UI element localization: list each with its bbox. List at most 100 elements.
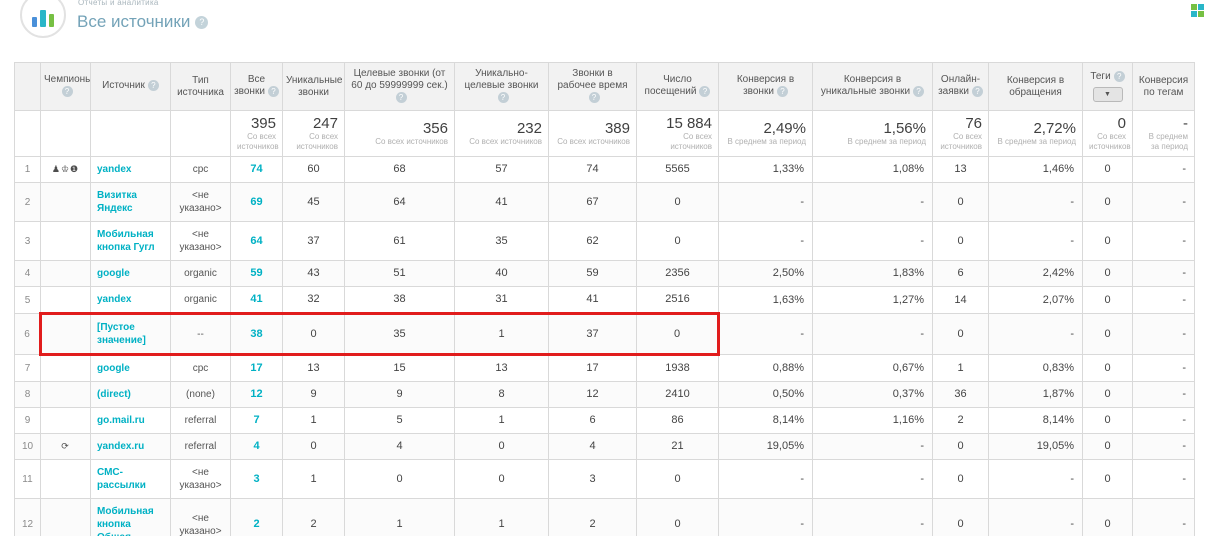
value-cell: 0 — [932, 459, 989, 499]
app-logo[interactable] — [20, 0, 66, 38]
all-calls-cell[interactable]: 38 — [230, 312, 283, 356]
source-link[interactable]: Визитка Яндекс — [97, 190, 137, 214]
value-cell: 4 — [548, 433, 637, 460]
column-header-tags[interactable]: Теги? ▼ — [1082, 62, 1133, 111]
help-icon[interactable]: ? — [699, 86, 711, 98]
source-link[interactable]: go.mail.ru — [97, 415, 145, 426]
source-type-cell: -- — [170, 312, 231, 356]
value-cell: 9 — [282, 381, 345, 408]
repeat-icon[interactable]: ⟳ — [61, 441, 70, 451]
value-cell: 15 — [344, 354, 455, 382]
column-header-source[interactable]: Источник? — [90, 62, 171, 111]
source-link[interactable]: Мобильная кнопка Гугл — [97, 229, 155, 253]
all-calls-cell[interactable]: 69 — [230, 182, 283, 222]
value-cell: 8,14% — [988, 407, 1083, 434]
help-icon[interactable]: ? — [61, 86, 73, 98]
value-cell: - — [988, 221, 1083, 261]
breadcrumb: Отчеты и аналитика — [78, 0, 159, 7]
column-label: Уникально-целевые звонки — [464, 68, 539, 92]
column-header-unique-calls[interactable]: Уникальные звонки — [282, 62, 345, 111]
column-header-visits[interactable]: Число посещений? — [636, 62, 719, 111]
help-icon[interactable]: ? — [588, 92, 600, 104]
value-cell: 8 — [454, 381, 549, 408]
value-cell: 67 — [548, 182, 637, 222]
source-link[interactable]: [Пустое значение] — [97, 322, 146, 346]
value-cell: 2,50% — [718, 260, 813, 287]
all-calls-cell[interactable]: 59 — [230, 260, 283, 287]
total-cell: 0 Со всех источников — [1082, 110, 1133, 157]
value-cell: 60 — [282, 156, 345, 183]
table-body: 1 ♟♔❶ yandex cpc 74 60 68 57 74 5565 1,33% 1,08% 13 1… — [14, 156, 1195, 536]
source-link[interactable]: google — [97, 363, 130, 374]
value-cell: 1,16% — [812, 407, 933, 434]
column-header-conv-appeals[interactable]: Конверсия в обращения — [988, 62, 1083, 111]
tags-filter-dropdown-button[interactable]: ▼ — [1092, 86, 1123, 102]
crown-icon[interactable]: ♔ — [60, 164, 71, 174]
all-calls-cell[interactable]: 4 — [230, 433, 283, 460]
all-calls-cell[interactable]: 17 — [230, 354, 283, 382]
column-header-source-type[interactable]: Тип источника — [170, 62, 231, 111]
source-link[interactable]: yandex — [97, 164, 132, 175]
column-header-num[interactable] — [14, 62, 41, 111]
source-link[interactable]: (direct) — [97, 389, 131, 400]
column-header-conv-tags[interactable]: Конверсия по тегам — [1132, 62, 1195, 111]
source-type-cell: <не указано> — [170, 182, 231, 222]
champions-cell — [40, 260, 91, 287]
column-label: Все звонки — [234, 74, 266, 98]
all-calls-cell[interactable]: 3 — [230, 459, 283, 499]
value-cell: 1,08% — [812, 156, 933, 183]
source-link[interactable]: Мобильная кнопка Общая — [97, 506, 154, 536]
column-header-all-calls[interactable]: Все звонки? — [230, 62, 283, 111]
help-icon[interactable]: ? — [497, 92, 509, 104]
help-icon[interactable]: ? — [267, 86, 279, 98]
help-icon[interactable]: ? — [776, 86, 788, 98]
all-calls-cell[interactable]: 7 — [230, 407, 283, 434]
help-icon[interactable]: ? — [1113, 71, 1125, 83]
value-cell: 0 — [636, 182, 719, 222]
help-icon[interactable]: ? — [147, 80, 159, 92]
total-value: 356 — [422, 120, 448, 137]
value-cell: - — [718, 498, 813, 536]
table-row: 11 СМС-рассылки <не указано> 3 1 0 0 3 0- -0-0- — [14, 459, 1195, 499]
source-link[interactable]: google — [97, 268, 130, 279]
total-value: 2,49% — [763, 120, 806, 137]
row-number: 6 — [14, 313, 41, 355]
all-calls-cell[interactable]: 41 — [230, 286, 283, 314]
all-calls-cell[interactable]: 12 — [230, 381, 283, 408]
column-label: Число посещений — [644, 74, 697, 98]
all-calls-cell[interactable]: 74 — [230, 156, 283, 183]
column-header-target-calls[interactable]: Целевые звонки (от 60 до 59999999 сек.)? — [344, 62, 455, 111]
column-header-champions[interactable]: Чемпионы? — [40, 62, 91, 111]
title-help-icon[interactable]: ? — [195, 16, 209, 30]
grid-export-icon[interactable] — [1191, 4, 1204, 17]
help-icon[interactable]: ? — [395, 92, 407, 104]
pawn-icon[interactable]: ♟ — [51, 164, 61, 174]
total-cell: -В среднем за период — [1132, 110, 1195, 157]
help-icon[interactable]: ? — [971, 86, 983, 98]
champions-cell — [40, 286, 91, 314]
value-cell: 0 — [1082, 407, 1133, 434]
column-header-work-time-calls[interactable]: Звонки в рабочее время? — [548, 62, 637, 111]
medal-one-icon[interactable]: ❶ — [70, 164, 80, 174]
total-caption: Со всех источников — [469, 137, 542, 146]
value-cell: 6 — [932, 260, 989, 287]
source-link[interactable]: yandex.ru — [97, 441, 145, 452]
column-header-conv-calls[interactable]: Конверсия в звонки? — [718, 62, 813, 111]
value-cell: 0 — [636, 312, 720, 356]
column-header-conv-unique-calls[interactable]: Конверсия в уникальные звонки? — [812, 62, 933, 111]
total-caption: В среднем за период — [997, 137, 1076, 146]
page-title: Все источники? — [77, 12, 209, 32]
value-cell: 62 — [548, 221, 637, 261]
value-cell: 37 — [548, 312, 637, 356]
column-header-unique-target-calls[interactable]: Уникально-целевые звонки? — [454, 62, 549, 111]
value-cell: 0 — [932, 313, 989, 355]
all-calls-cell[interactable]: 64 — [230, 221, 283, 261]
source-link[interactable]: yandex — [97, 294, 132, 305]
help-icon[interactable]: ? — [913, 86, 925, 98]
column-header-online-requests[interactable]: Онлайн-заявки? — [932, 62, 989, 111]
total-cell: 76 Со всех источников — [932, 110, 989, 157]
source-link[interactable]: СМС-рассылки — [97, 467, 146, 491]
all-calls-cell[interactable]: 2 — [230, 498, 283, 536]
value-cell: 0 — [1082, 433, 1133, 460]
total-caption: Со всех источников — [670, 132, 712, 151]
